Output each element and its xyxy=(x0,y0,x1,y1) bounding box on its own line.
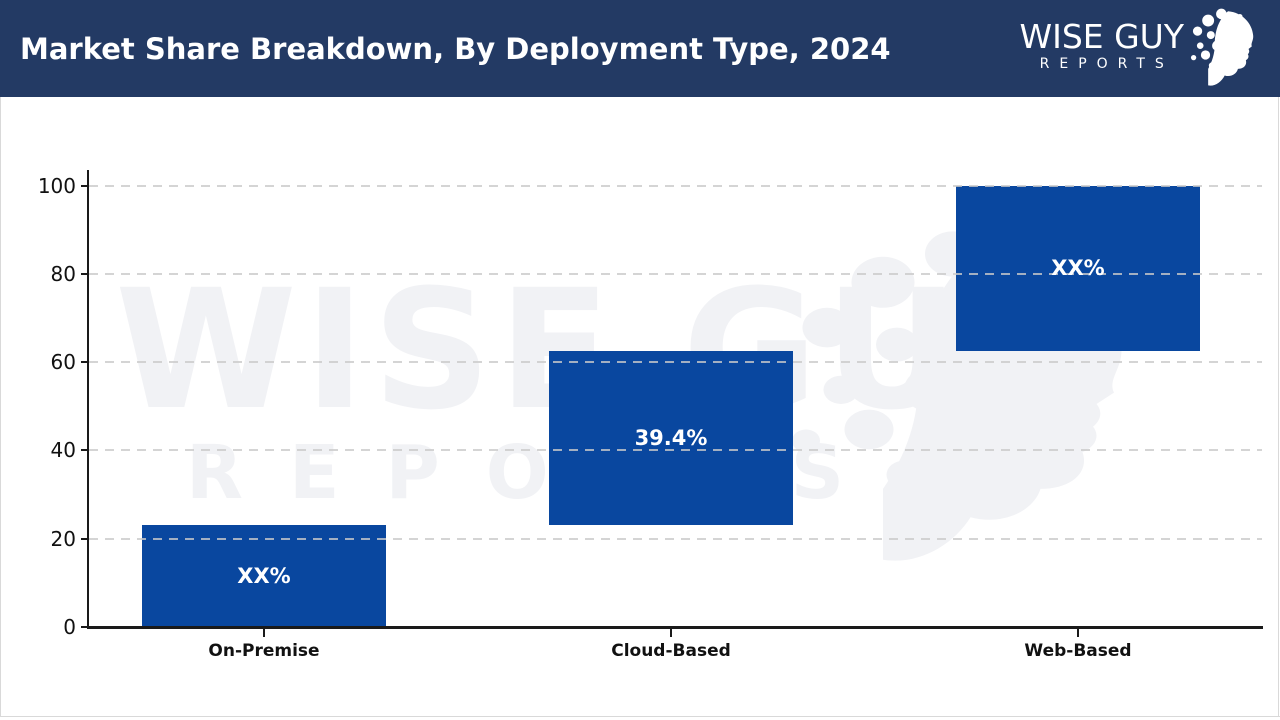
gridline-y-60 xyxy=(89,361,1262,364)
bar-value-label-cloud-based: 39.4% xyxy=(634,425,708,450)
bar-value-label-web-based: XX% xyxy=(1051,256,1105,281)
y-tick-label-20: 20 xyxy=(50,526,76,551)
brand-logo: WISE GUY REPORTS xyxy=(1019,4,1268,94)
x-axis-spine xyxy=(87,626,1263,629)
y-tick-20 xyxy=(81,537,87,540)
brand-logo-text: WISE GUY REPORTS xyxy=(1019,17,1184,72)
gridline-y-20 xyxy=(89,537,1262,540)
y-tick-label-0: 0 xyxy=(63,615,76,639)
y-tick-0 xyxy=(81,626,87,628)
y-axis-spine xyxy=(87,170,89,628)
bar-on-premise xyxy=(142,524,386,627)
brand-subtext: REPORTS xyxy=(1039,55,1174,72)
y-tick-label-40: 40 xyxy=(50,438,76,463)
page-border-bottom xyxy=(0,716,1280,717)
bar-value-label-on-premise: XX% xyxy=(237,563,291,588)
brand-head-icon xyxy=(1190,8,1254,86)
y-tick-80 xyxy=(81,272,87,275)
bar-cloud-based xyxy=(549,350,793,525)
x-tick-web-based xyxy=(1077,629,1079,637)
x-tick-on-premise xyxy=(263,629,265,637)
page-border-right xyxy=(1278,97,1279,717)
x-tick-label-on-premise: On-Premise xyxy=(208,641,320,661)
page-border-left xyxy=(0,97,1,717)
gridline-y-100 xyxy=(89,184,1262,187)
y-tick-label-80: 80 xyxy=(50,261,76,286)
x-tick-label-web-based: Web-Based xyxy=(1024,641,1132,661)
brand-wordmark: WISE GUY xyxy=(1019,17,1184,56)
gridline-y-40 xyxy=(89,449,1262,452)
y-tick-60 xyxy=(81,361,87,364)
chart-title: Market Share Breakdown, By Deployment Ty… xyxy=(20,31,891,66)
gridline-y-80 xyxy=(89,272,1262,275)
y-tick-label-60: 60 xyxy=(50,350,76,375)
y-tick-label-100: 100 xyxy=(37,173,76,198)
x-tick-cloud-based xyxy=(670,629,672,637)
header-band: Market Share Breakdown, By Deployment Ty… xyxy=(0,0,1280,97)
x-tick-label-cloud-based: Cloud-Based xyxy=(611,641,731,661)
y-tick-100 xyxy=(81,184,87,187)
y-tick-40 xyxy=(81,449,87,452)
